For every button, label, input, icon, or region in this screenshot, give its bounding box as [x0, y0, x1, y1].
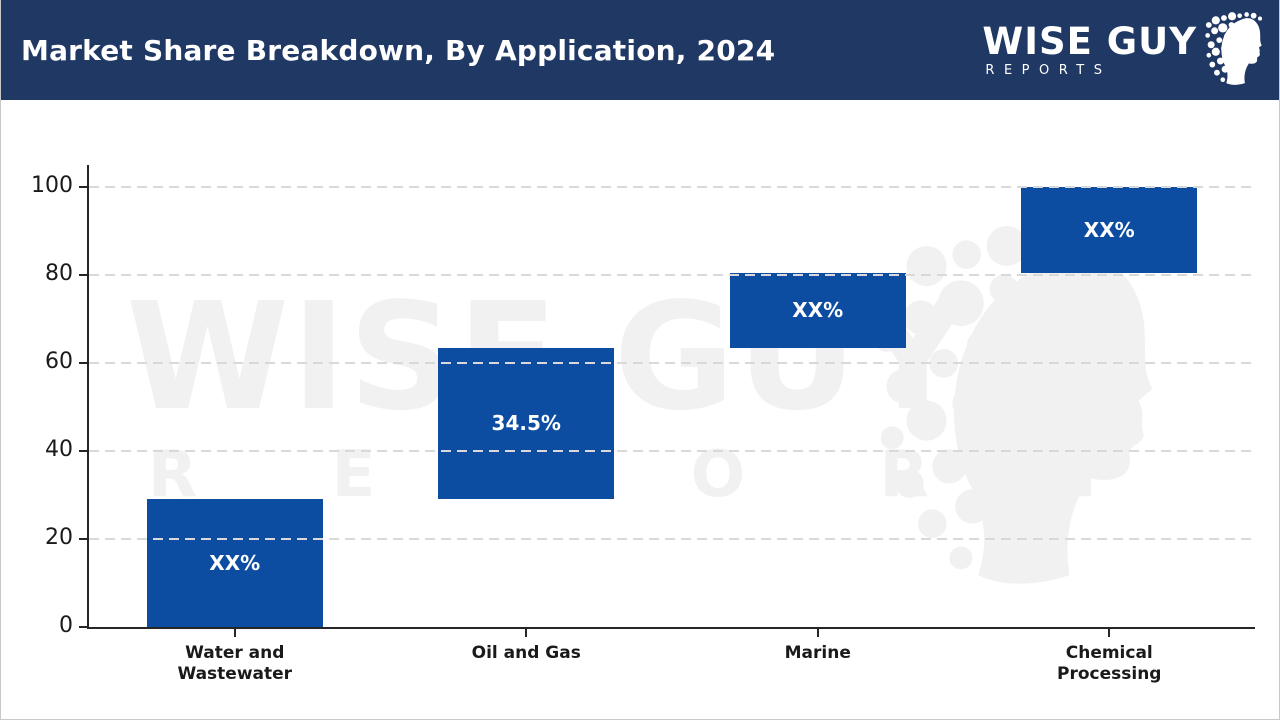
- y-tick-label-0: 0: [59, 613, 73, 638]
- y-tick-label-60: 60: [45, 349, 73, 374]
- x-tick-mark-chemical-processing: [1108, 629, 1111, 637]
- page-title: Market Share Breakdown, By Application, …: [21, 33, 776, 67]
- x-tick-mark-marine: [816, 629, 819, 637]
- bar-value-label-chemical-processing: XX%: [1083, 217, 1135, 242]
- logo-subtext: REPORTS: [985, 62, 1112, 78]
- x-category-label-chemical-processing: Chemical Processing: [969, 643, 1249, 685]
- y-tick-label-40: 40: [45, 437, 73, 462]
- bar-value-label-oil-and-gas: 34.5%: [491, 411, 561, 436]
- header: Market Share Breakdown, By Application, …: [1, 0, 1279, 100]
- bar-value-label-water-and-wastewater: XX%: [209, 551, 261, 576]
- x-category-label-line: Water and: [185, 643, 285, 663]
- y-axis-line: [87, 165, 89, 629]
- waterfall-chart: 0 20 40 60 80 100 XX% Water and Wastewater 34.5% O…: [31, 165, 1255, 684]
- y-tick-mark-60: [79, 362, 87, 364]
- gridline-100: [89, 186, 1255, 188]
- y-tick-mark-80: [79, 274, 87, 276]
- x-category-label-line: Processing: [1057, 664, 1162, 684]
- x-category-label-line: Oil and Gas: [471, 643, 581, 663]
- y-tick-label-80: 80: [45, 261, 73, 286]
- bar-value-label-marine: XX%: [792, 298, 844, 323]
- y-tick-mark-0: [79, 626, 87, 628]
- y-tick-mark-20: [79, 538, 87, 540]
- x-axis-line: [87, 627, 1255, 629]
- x-category-label-marine: Marine: [678, 643, 958, 664]
- logo-text: WISE GUY REPORTS: [982, 23, 1197, 78]
- gridline-40: [89, 450, 1255, 452]
- y-tick-mark-40: [79, 450, 87, 452]
- gridline-60: [89, 362, 1255, 364]
- bar-chemical-processing: XX%: [1021, 187, 1198, 273]
- bar-water-and-wastewater: XX%: [146, 499, 323, 627]
- x-tick-mark-water-and-wastewater: [233, 629, 236, 637]
- wiseguy-logo: WISE GUY REPORTS: [982, 11, 1267, 89]
- bar-oil-and-gas: 34.5%: [438, 347, 615, 500]
- x-tick-mark-oil-and-gas: [525, 629, 528, 637]
- y-tick-mark-100: [79, 186, 87, 188]
- x-category-label-line: Chemical: [1065, 643, 1153, 663]
- x-category-label-water-and-wastewater: Water and Wastewater: [95, 643, 375, 685]
- x-category-label-line: Wastewater: [177, 664, 293, 684]
- logo-wordmark: WISE GUY: [982, 19, 1197, 63]
- y-tick-label-100: 100: [31, 173, 73, 198]
- bar-marine: XX%: [729, 272, 906, 348]
- x-category-label-oil-and-gas: Oil and Gas: [386, 643, 666, 664]
- y-tick-label-20: 20: [45, 525, 73, 550]
- gridline-80: [89, 274, 1255, 276]
- gridline-20: [89, 538, 1255, 540]
- x-category-label-line: Marine: [784, 643, 851, 663]
- logo-face-icon: [1203, 11, 1267, 89]
